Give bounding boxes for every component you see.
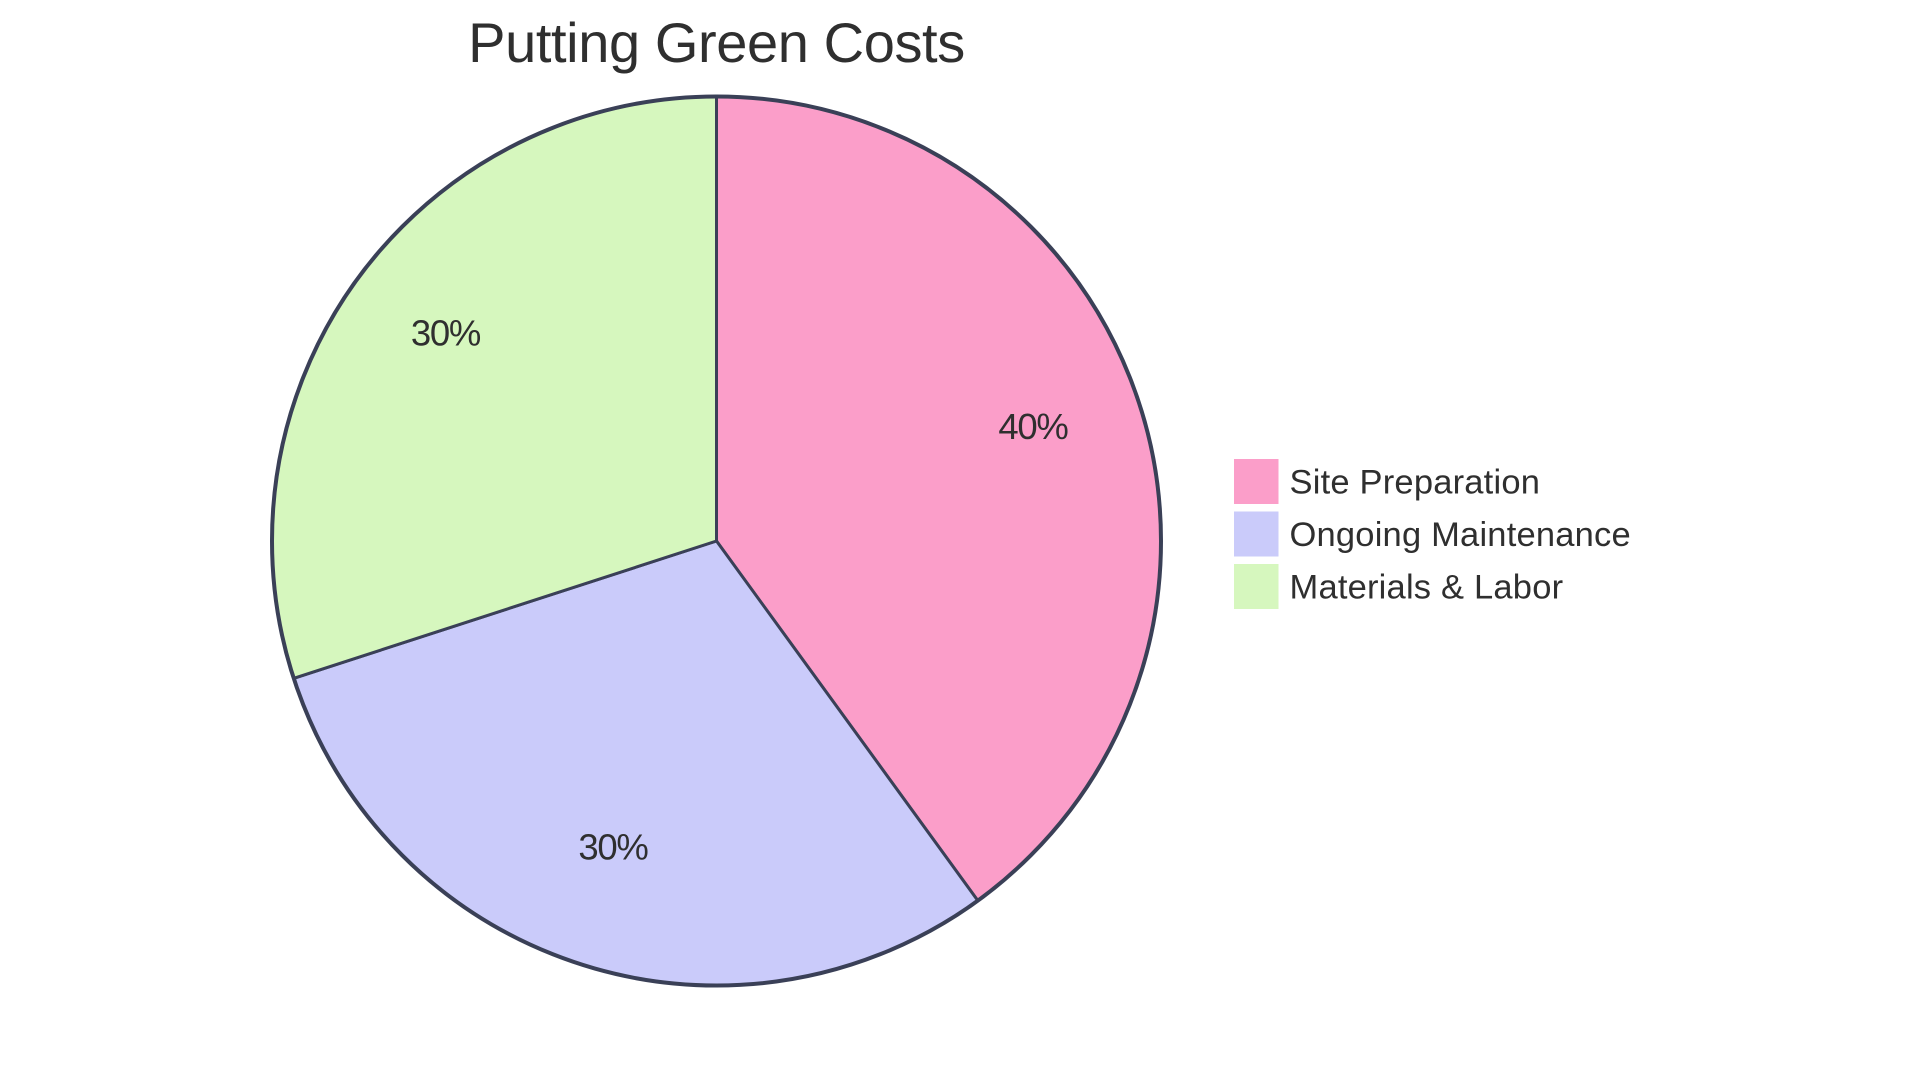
svg-text:Ongoing Maintenance: Ongoing Maintenance	[1290, 516, 1631, 554]
svg-text:30%: 30%	[578, 827, 648, 868]
svg-text:Materials & Labor: Materials & Labor	[1290, 568, 1564, 606]
svg-text:Putting Green Costs: Putting Green Costs	[468, 11, 965, 74]
svg-text:30%: 30%	[411, 313, 481, 354]
svg-text:Site Preparation: Site Preparation	[1290, 463, 1541, 501]
svg-text:40%: 40%	[998, 406, 1068, 447]
